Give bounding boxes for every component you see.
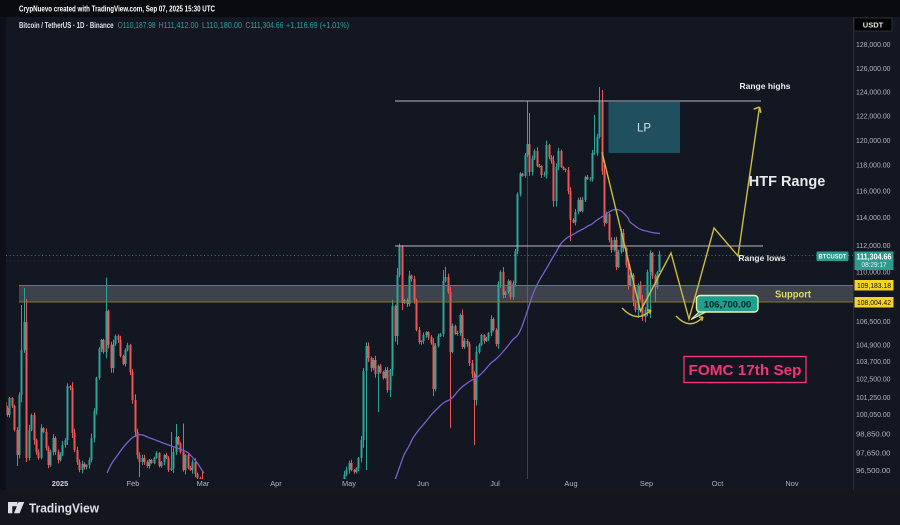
svg-text:TradingView: TradingView	[29, 501, 100, 516]
svg-text:08:29:17: 08:29:17	[862, 262, 887, 269]
svg-text:126,000.00: 126,000.00	[856, 64, 891, 73]
svg-text:Oct: Oct	[712, 479, 724, 488]
svg-text:100,050.00: 100,050.00	[856, 410, 891, 419]
svg-text:O110,187.98: O110,187.98	[118, 21, 156, 30]
svg-text:BTCUSDT: BTCUSDT	[819, 254, 847, 261]
svg-text:108,004.42: 108,004.42	[857, 298, 891, 307]
svg-text:114,000.00: 114,000.00	[856, 213, 891, 222]
svg-text:116,000.00: 116,000.00	[856, 186, 891, 195]
svg-text:128,000.00: 128,000.00	[856, 40, 891, 49]
svg-text:LP: LP	[637, 123, 651, 135]
svg-text:May: May	[342, 479, 356, 488]
svg-text:124,000.00: 124,000.00	[856, 87, 891, 96]
svg-text:Mar: Mar	[197, 479, 210, 488]
svg-text:Feb: Feb	[127, 479, 140, 488]
svg-text:98,850.00: 98,850.00	[856, 430, 891, 439]
svg-text:106,700.00: 106,700.00	[704, 300, 752, 311]
svg-text:103,700.00: 103,700.00	[856, 357, 891, 366]
svg-text:109,183.18: 109,183.18	[857, 281, 891, 290]
svg-text:Jul: Jul	[490, 479, 500, 488]
svg-text:Aug: Aug	[564, 479, 577, 488]
svg-text:C111,304.66: C111,304.66	[245, 21, 283, 30]
svg-text:102,500.00: 102,500.00	[856, 375, 891, 384]
svg-text:122,000.00: 122,000.00	[856, 111, 891, 120]
svg-text:112,000.00: 112,000.00	[856, 241, 891, 250]
svg-text:USDT: USDT	[863, 21, 884, 30]
svg-text:97,650.00: 97,650.00	[856, 449, 891, 458]
svg-text:+1,116.69 (+1.01%): +1,116.69 (+1.01%)	[286, 21, 349, 30]
svg-text:Nov: Nov	[785, 479, 798, 488]
svg-text:Range highs: Range highs	[739, 81, 790, 91]
svg-text:Range lows: Range lows	[738, 253, 786, 263]
svg-text:96,500.00: 96,500.00	[856, 466, 891, 475]
svg-text:110,000.00: 110,000.00	[856, 268, 891, 277]
svg-text:Apr: Apr	[270, 479, 282, 488]
svg-text:Sep: Sep	[640, 479, 653, 488]
svg-text:111,304.66: 111,304.66	[857, 252, 893, 261]
svg-text:HTF Range: HTF Range	[749, 174, 826, 190]
svg-text:106,500.00: 106,500.00	[856, 317, 891, 326]
svg-text:2025: 2025	[52, 479, 68, 488]
svg-text:104,900.00: 104,900.00	[856, 341, 891, 350]
svg-text:Support: Support	[775, 290, 812, 301]
svg-text:FOMC 17th Sep: FOMC 17th Sep	[689, 362, 802, 379]
svg-text:Bitcoin / TetherUS · 1D · Bina: Bitcoin / TetherUS · 1D · Binance	[19, 21, 114, 30]
svg-text:118,000.00: 118,000.00	[856, 160, 891, 169]
svg-text:L110,180.00: L110,180.00	[202, 21, 242, 30]
svg-text:H111,412.00: H111,412.00	[159, 21, 199, 30]
svg-text:120,000.00: 120,000.00	[856, 136, 891, 145]
svg-text:101,250.00: 101,250.00	[856, 393, 891, 402]
svg-text:Jun: Jun	[417, 479, 429, 488]
svg-text:CrypNuevo created with Trading: CrypNuevo created with TradingView.com, …	[19, 5, 215, 14]
